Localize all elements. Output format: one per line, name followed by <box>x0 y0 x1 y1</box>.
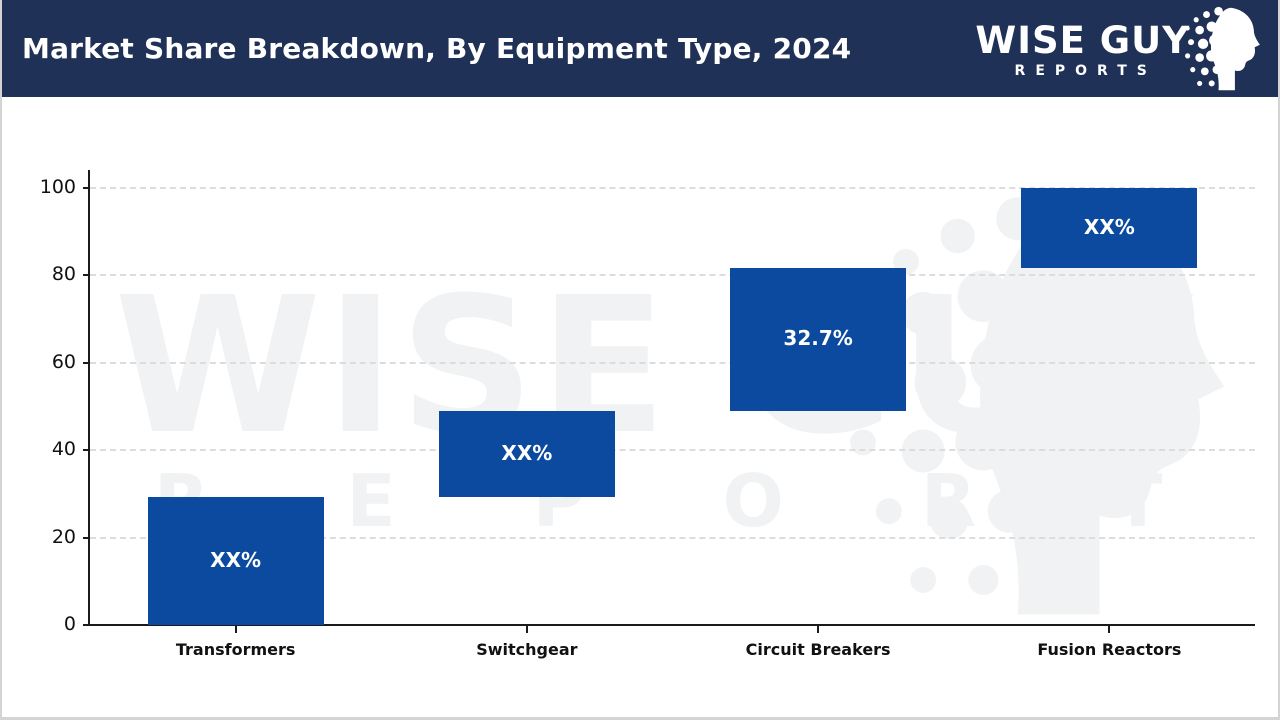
x-axis-category-label: Fusion Reactors <box>1037 640 1182 659</box>
gridline-40 <box>90 449 1255 452</box>
gridline-80 <box>90 274 1255 277</box>
bar-value-label: XX% <box>501 440 553 465</box>
gridline-20 <box>90 536 1255 539</box>
y-axis-tick-label: 80 <box>51 263 76 286</box>
x-axis-category-label: Switchgear <box>476 640 578 659</box>
gridline-60 <box>90 361 1255 364</box>
bar-switchgear: XX% <box>438 410 615 497</box>
brand-subtitle: REPORTS <box>1014 63 1157 79</box>
x-axis-tick <box>234 626 237 633</box>
gridline-100 <box>90 187 1255 189</box>
x-axis-tick <box>1108 626 1111 633</box>
x-axis-category-label: Transformers <box>175 640 296 659</box>
page-title: Market Share Breakdown, By Equipment Typ… <box>22 32 852 65</box>
y-axis-tick-label: 0 <box>63 613 76 635</box>
brand-head-icon <box>1185 6 1260 90</box>
brand-logo: WISE GUY REPORTS <box>975 6 1266 92</box>
bar-circuit-breakers: 32.7% <box>730 267 907 411</box>
bar-transformers: XX% <box>147 496 324 625</box>
y-axis-tick-label: 20 <box>51 525 76 548</box>
brand-text: WISE GUY REPORTS <box>975 22 1190 79</box>
brand-wordmark: WISE GUY <box>975 19 1190 62</box>
bar-value-label: XX% <box>1083 214 1135 239</box>
x-axis-tick <box>817 626 820 633</box>
y-axis-tick-label: 100 <box>39 176 76 198</box>
bar-value-label: XX% <box>210 547 262 572</box>
y-axis-tick <box>83 449 90 452</box>
y-axis-tick <box>83 187 90 189</box>
y-axis-tick-label: 40 <box>51 438 76 461</box>
y-axis-line <box>88 170 90 626</box>
y-axis-tick <box>83 536 90 539</box>
bar-fusion-reactors: XX% <box>1021 188 1198 268</box>
header: Market Share Breakdown, By Equipment Typ… <box>2 0 1278 97</box>
y-axis-tick <box>83 361 90 364</box>
x-axis-category-label: Circuit Breakers <box>745 640 891 659</box>
y-axis-tick <box>83 274 90 277</box>
bar-value-label: 32.7% <box>783 326 853 351</box>
y-axis-tick-label: 60 <box>51 350 76 373</box>
x-axis-tick <box>525 626 528 633</box>
x-axis-line <box>88 624 1255 626</box>
y-axis-tick <box>83 624 90 626</box>
